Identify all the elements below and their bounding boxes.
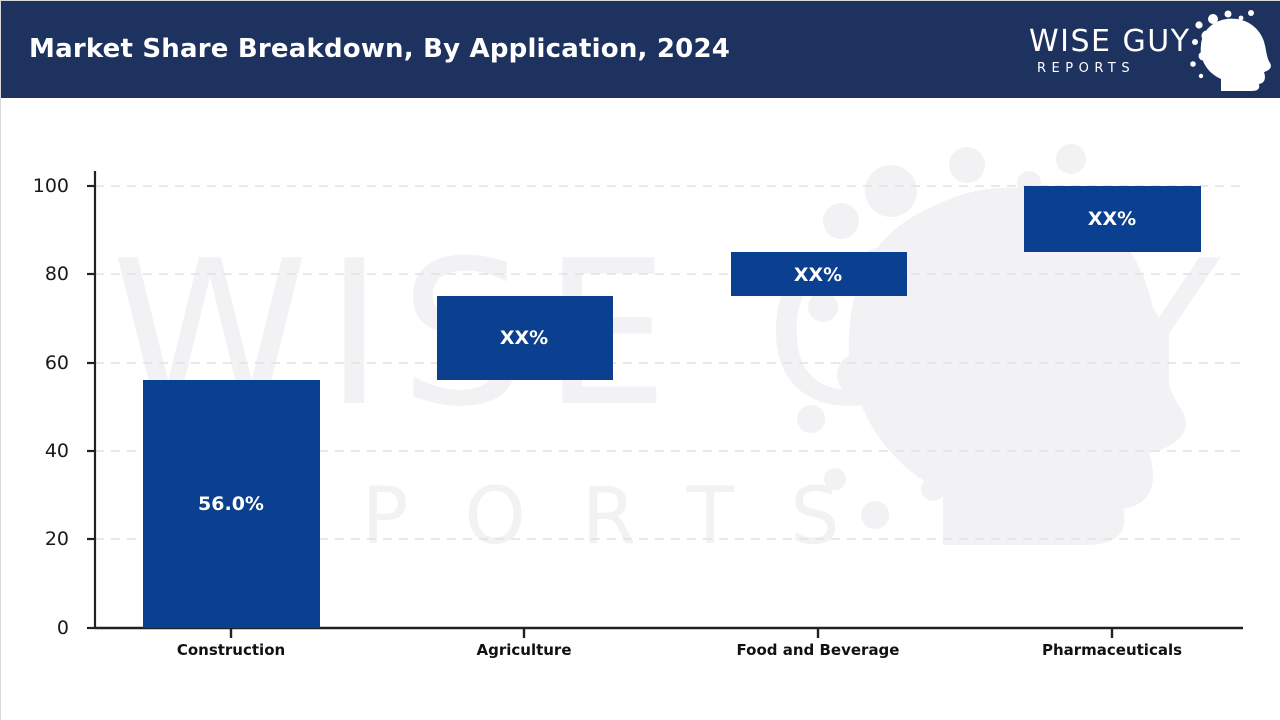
x-tick-label-pharmaceuticals: Pharmaceuticals xyxy=(1041,641,1183,659)
chart-axes xyxy=(87,171,1243,638)
chart-plot-area: WISE GUY REPORTS xyxy=(1,98,1280,720)
bar-construction[interactable] xyxy=(143,380,320,628)
y-tick-label-100: 100 xyxy=(32,175,69,197)
y-tick-label-80: 80 xyxy=(44,263,69,285)
logo-text-secondary: REPORTS xyxy=(1037,61,1135,76)
x-tick-label-agriculture: Agriculture xyxy=(476,641,572,659)
logo-head-icon xyxy=(1190,10,1271,91)
x-axis-spine xyxy=(95,626,1243,638)
y-tick-label-40: 40 xyxy=(44,440,69,462)
x-tick-label-food-and-beverage: Food and Beverage xyxy=(736,641,900,659)
logo-text-primary: WISE GUY xyxy=(1029,24,1191,59)
page-title: Market Share Breakdown, By Application, … xyxy=(29,34,731,64)
bar-value-label-pharmaceuticals: XX% xyxy=(1087,208,1137,230)
header-bar: Market Share Breakdown, By Application, … xyxy=(1,1,1280,98)
y-axis-spine xyxy=(87,171,97,630)
bar-pharmaceuticals[interactable] xyxy=(1024,186,1201,252)
bar-value-label-construction: 56.0% xyxy=(198,493,264,515)
y-tick-label-0: 0 xyxy=(56,617,69,639)
bar-food-and-beverage[interactable] xyxy=(731,252,907,296)
y-tick-label-60: 60 xyxy=(44,352,69,374)
x-tick-label-construction: Construction xyxy=(176,641,286,659)
bar-value-label-agriculture: XX% xyxy=(499,327,549,349)
y-tick-label-20: 20 xyxy=(44,528,69,550)
bar-value-label-food-and-beverage: XX% xyxy=(793,264,843,286)
wise-guy-reports-logo: WISE GUY REPORTS xyxy=(1029,10,1271,91)
bar-agriculture[interactable] xyxy=(437,296,613,380)
